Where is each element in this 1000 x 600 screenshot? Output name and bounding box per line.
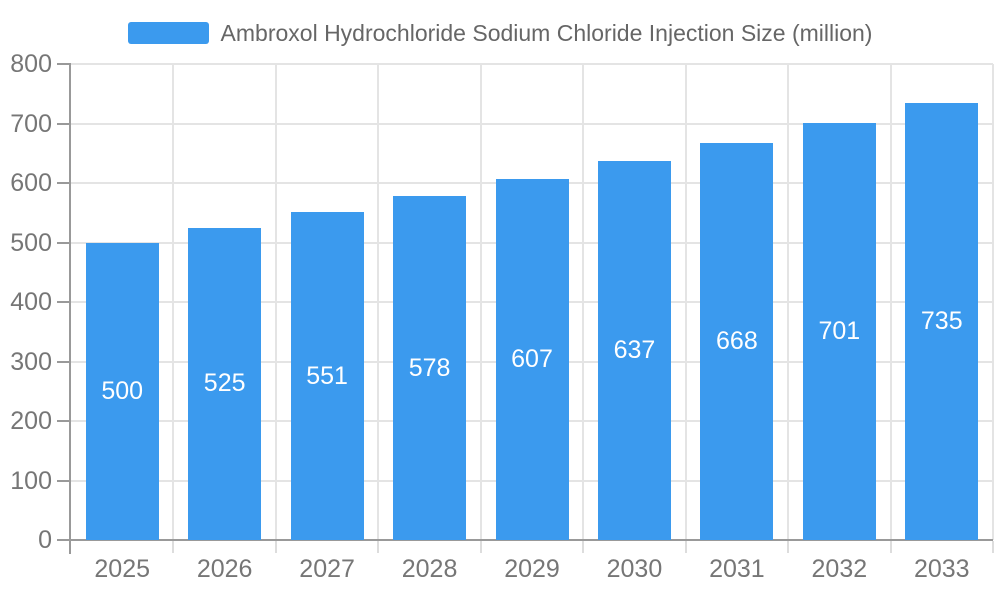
x-axis-tick [479, 541, 482, 553]
y-tick-label: 300 [10, 347, 52, 376]
y-tick-label: 0 [38, 526, 52, 554]
bar[interactable]: 668 [700, 142, 774, 540]
x-tick-label: 2031 [709, 555, 765, 583]
x-tick-label: 2029 [504, 555, 560, 583]
x-axis-tick [172, 541, 175, 553]
gridline-horizontal [71, 122, 993, 125]
y-tick-label: 500 [10, 228, 52, 257]
y-axis-tick [57, 301, 71, 303]
bar[interactable]: 637 [597, 160, 671, 540]
y-tick-label: 700 [10, 109, 52, 138]
legend-item[interactable]: Ambroxol Hydrochloride Sodium Chloride I… [127, 19, 873, 47]
bar[interactable]: 551 [290, 212, 364, 540]
y-axis-tick [57, 63, 71, 65]
gridline-vertical [889, 64, 892, 540]
x-axis-tick [889, 541, 892, 553]
gridline-vertical [992, 64, 994, 540]
y-axis-tick [57, 420, 71, 422]
y-tick-label: 100 [10, 466, 52, 495]
bar-value-label: 701 [818, 316, 861, 345]
bar-value-label: 668 [716, 326, 758, 355]
x-axis-tick [582, 541, 585, 553]
y-axis-tick [57, 122, 71, 125]
bar-value-label: 578 [408, 353, 451, 382]
x-tick-label: 2033 [913, 555, 970, 583]
bar[interactable]: 607 [495, 178, 569, 540]
gridline-vertical [479, 64, 482, 540]
y-tick-label: 400 [10, 288, 52, 316]
y-tick-label: 200 [10, 407, 52, 435]
x-axis-tick [684, 541, 687, 553]
bar-value-label: 551 [306, 361, 348, 390]
y-axis-tick [57, 241, 71, 244]
bar-value-label: 607 [511, 344, 553, 373]
x-tick-label: 2026 [196, 555, 253, 583]
x-axis-line [57, 539, 993, 541]
x-axis-tick [787, 541, 790, 553]
x-axis-tick [274, 541, 277, 553]
gridline-vertical [582, 64, 585, 540]
bar[interactable]: 525 [188, 227, 262, 540]
gridline-vertical [787, 64, 790, 540]
bar-value-label: 525 [203, 369, 246, 398]
bar-value-label: 637 [613, 335, 656, 364]
bar[interactable]: 701 [802, 122, 876, 540]
legend-label: Ambroxol Hydrochloride Sodium Chloride I… [220, 19, 873, 46]
x-tick-label: 2032 [811, 555, 868, 583]
y-axis-line [69, 64, 71, 554]
bar-value-label: 735 [920, 306, 963, 335]
y-tick-label: 800 [10, 50, 52, 78]
x-tick-label: 2027 [299, 555, 355, 583]
y-axis-tick [57, 360, 71, 363]
bar[interactable]: 578 [393, 196, 467, 540]
gridline-vertical [274, 64, 277, 540]
gridline-vertical [377, 64, 380, 540]
x-tick-label: 2028 [401, 555, 458, 583]
x-axis-tick [992, 541, 994, 553]
bar[interactable]: 735 [905, 102, 979, 540]
legend: Ambroxol Hydrochloride Sodium Chloride I… [0, 19, 1000, 47]
bar-value-label: 500 [101, 376, 144, 405]
gridline-vertical [172, 64, 175, 540]
x-tick-label: 2030 [606, 555, 663, 583]
y-axis-tick [57, 479, 71, 482]
y-tick-label: 600 [10, 169, 52, 197]
x-tick-label: 2025 [94, 555, 151, 583]
legend-swatch [127, 22, 209, 44]
gridline-vertical [684, 64, 687, 540]
bar[interactable]: 500 [85, 242, 159, 540]
gridline-horizontal [71, 63, 993, 65]
x-axis-tick [377, 541, 380, 553]
y-axis-tick [57, 182, 71, 184]
